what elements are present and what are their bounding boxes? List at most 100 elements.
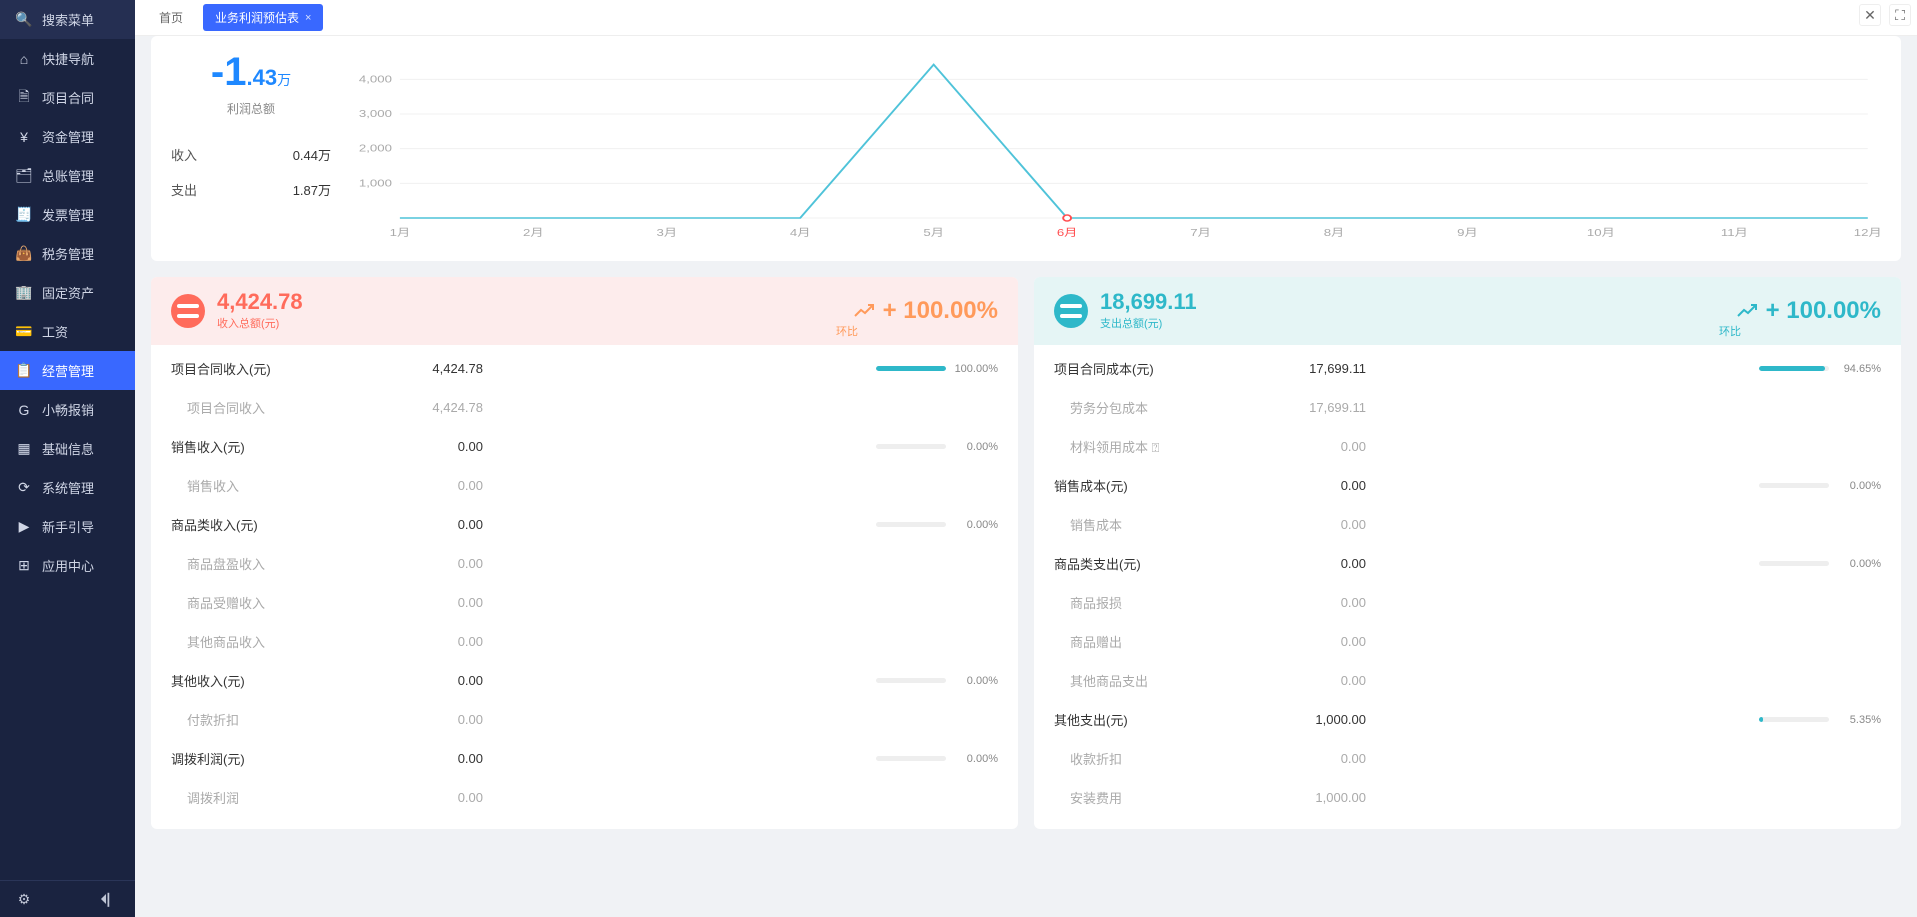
sidebar-icon: ▶	[16, 519, 32, 535]
sidebar-item-10[interactable]: G小畅报销	[0, 390, 135, 429]
profit-summary: -1.43万 利润总额 收入 0.44万 支出 1.87万	[171, 52, 331, 245]
row-pct: 100.00%	[954, 363, 998, 375]
sidebar-icon: 🧾	[16, 207, 32, 223]
sidebar-item-label: 发票管理	[42, 205, 94, 224]
sidebar-icon: 🏢	[16, 285, 32, 301]
row-value: 17,699.11	[1246, 361, 1366, 376]
row-bar: 0.00%	[495, 519, 998, 531]
breakdown-row: 4,424.78 收入总额(元) + 100.00% 环比 项目合同收入(元	[151, 277, 1901, 829]
row-pct: 0.00%	[1837, 480, 1881, 492]
sidebar-item-8[interactable]: 💳工资	[0, 312, 135, 351]
sidebar-item-6[interactable]: 👜税务管理	[0, 234, 135, 273]
expense-panel-header: 18,699.11 支出总额(元) + 100.00%	[1034, 277, 1901, 345]
sidebar-item-label: 应用中心	[42, 556, 94, 575]
svg-text:10月: 10月	[1587, 227, 1615, 238]
close-tab-icon[interactable]: ✕	[1859, 4, 1881, 26]
row-value: 0.00	[363, 595, 483, 610]
fullscreen-icon[interactable]: ⛶	[1889, 4, 1911, 26]
sidebar-item-4[interactable]: 🗂总账管理	[0, 156, 135, 195]
row-value: 0.00	[363, 673, 483, 688]
row-label: 劳务分包成本	[1054, 398, 1234, 417]
data-row: 调拨利润0.00	[171, 778, 998, 817]
row-label: 商品受赠收入	[171, 593, 351, 612]
sidebar-item-3[interactable]: ¥资金管理	[0, 117, 135, 156]
sidebar-item-label: 基础信息	[42, 439, 94, 458]
sidebar-item-5[interactable]: 🧾 发票管理	[0, 195, 135, 234]
tab-bar: 首页 业务利润预估表 ×	[135, 0, 1917, 36]
sidebar-icon: ⌂	[16, 51, 32, 67]
row-label: 其他商品收入	[171, 632, 351, 651]
row-label: 付款折扣	[171, 710, 351, 729]
sidebar-icon: 🔍	[16, 12, 32, 28]
row-label: 项目合同收入	[171, 398, 351, 417]
row-value: 1,000.00	[1246, 712, 1366, 727]
expense-hb-label: 环比	[1719, 323, 1741, 339]
svg-text:2月: 2月	[523, 227, 544, 238]
row-bar: 94.65%	[1378, 363, 1881, 375]
row-value: 0.00	[363, 712, 483, 727]
sidebar-item-2[interactable]: 🗎项目合同	[0, 78, 135, 117]
sidebar-item-9[interactable]: 📋经营管理	[0, 351, 135, 390]
svg-text:6月: 6月	[1057, 227, 1078, 238]
data-row: 其他商品收入0.00	[171, 622, 998, 661]
tab-0[interactable]: 首页	[147, 4, 195, 31]
settings-icon[interactable]: ⚙	[16, 891, 32, 907]
profit-decimal: .43	[246, 65, 277, 90]
data-row: 商品赠出0.00	[1054, 622, 1881, 661]
svg-text:4,000: 4,000	[359, 74, 393, 85]
sidebar-item-14[interactable]: ⊞ 应用中心	[0, 546, 135, 585]
data-row: 销售收入0.00	[171, 466, 998, 505]
row-value: 0.00	[1246, 595, 1366, 610]
row-bar: 0.00%	[1378, 558, 1881, 570]
expense-total: 18,699.11	[1100, 291, 1197, 313]
line-chart[interactable]: 1,0002,0003,0004,0001月2月3月4月5月6月7月8月9月10…	[347, 52, 1881, 245]
row-pct: 5.35%	[1837, 714, 1881, 726]
data-row: 其他商品支出0.00	[1054, 661, 1881, 700]
sidebar-item-12[interactable]: ⟳系统管理	[0, 468, 135, 507]
data-row: 商品受赠收入 0.00	[171, 583, 998, 622]
row-bar: 0.00%	[495, 753, 998, 765]
sidebar-footer: ⚙ ⏴▏	[0, 880, 135, 917]
row-bar: 100.00%	[495, 363, 998, 375]
row-pct: 0.00%	[954, 675, 998, 687]
tab-label: 业务利润预估表	[215, 9, 299, 26]
row-label: 商品盘盈收入	[171, 554, 351, 573]
svg-text:4月: 4月	[790, 227, 811, 238]
row-label: 其他支出(元)	[1054, 710, 1234, 729]
data-row: 商品报损 0.00	[1054, 583, 1881, 622]
tab-close-icon[interactable]: ×	[305, 12, 311, 24]
sidebar-item-13[interactable]: ▶ 新手引导	[0, 507, 135, 546]
row-bar: 0.00%	[1378, 480, 1881, 492]
sidebar-icon: ¥	[16, 129, 32, 145]
collapse-icon[interactable]: ⏴▏	[103, 891, 119, 907]
row-value: 0.00	[363, 751, 483, 766]
tab-1[interactable]: 业务利润预估表 ×	[203, 4, 323, 31]
row-pct: 0.00%	[954, 753, 998, 765]
income-hb-label: 环比	[836, 323, 858, 339]
row-label: 销售收入(元)	[171, 437, 351, 456]
income-value: 0.44万	[293, 145, 331, 164]
row-label: 商品类收入(元)	[171, 515, 351, 534]
row-label: 销售收入	[171, 476, 351, 495]
sidebar-item-label: 新手引导	[42, 517, 94, 536]
row-value: 0.00	[1246, 478, 1366, 493]
sidebar-icon: ⊞	[16, 558, 32, 574]
summary-income-row: 收入 0.44万	[171, 145, 331, 164]
sidebar-item-7[interactable]: 🏢固定资产	[0, 273, 135, 312]
sidebar-item-11[interactable]: ▦基础信息	[0, 429, 135, 468]
window-controls: ✕ ⛶	[1859, 4, 1911, 26]
row-label: 销售成本	[1054, 515, 1234, 534]
sidebar-item-0[interactable]: 🔍搜索菜单	[0, 0, 135, 39]
trend-up-icon	[1736, 302, 1760, 320]
svg-text:8月: 8月	[1324, 227, 1345, 238]
row-label: 商品报损	[1054, 593, 1234, 612]
row-value: 4,424.78	[363, 361, 483, 376]
summary-expense-row: 支出 1.87万	[171, 180, 331, 199]
income-total-label: 收入总额(元)	[217, 315, 303, 331]
sidebar: 🔍搜索菜单⌂快捷导航🗎项目合同¥资金管理🗂总账管理 🧾 发票管理 👜税务管理🏢固定资产…	[0, 0, 135, 917]
income-label: 收入	[171, 145, 197, 164]
data-row: 收款折扣0.00	[1054, 739, 1881, 778]
sidebar-icon: 📋	[16, 363, 32, 379]
sidebar-item-1[interactable]: ⌂快捷导航	[0, 39, 135, 78]
svg-text:12月: 12月	[1854, 227, 1881, 238]
